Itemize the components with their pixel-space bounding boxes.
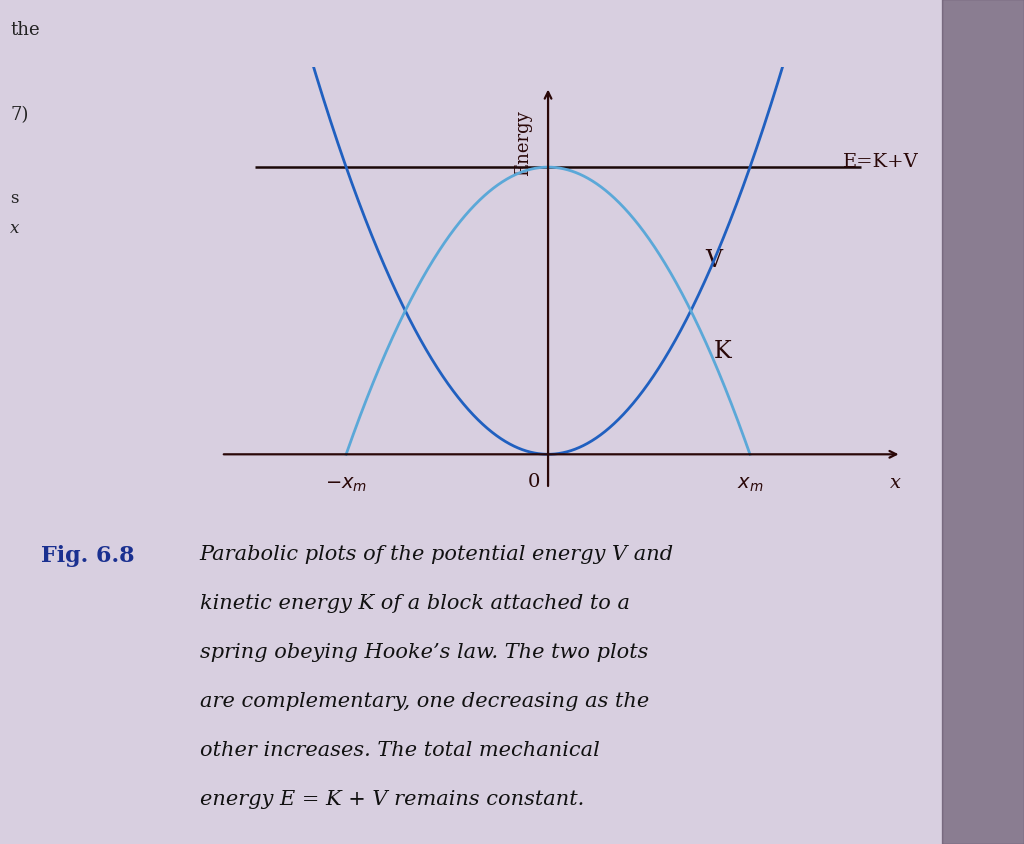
Text: E=K+V: E=K+V bbox=[843, 154, 919, 171]
Text: 7): 7) bbox=[10, 106, 29, 123]
Text: Fig. 6.8: Fig. 6.8 bbox=[41, 544, 134, 566]
Text: the: the bbox=[10, 21, 40, 39]
Text: Parabolic plots of the potential energy V and: Parabolic plots of the potential energy … bbox=[200, 544, 674, 563]
Text: other increases. The total mechanical: other increases. The total mechanical bbox=[200, 740, 599, 759]
Text: energy E = K + V remains constant.: energy E = K + V remains constant. bbox=[200, 789, 584, 808]
Text: 0: 0 bbox=[527, 472, 540, 490]
Text: K: K bbox=[714, 340, 731, 363]
Text: Energy: Energy bbox=[514, 111, 531, 176]
Text: kinetic energy K of a block attached to a: kinetic energy K of a block attached to … bbox=[200, 593, 630, 612]
Text: $x_m$: $x_m$ bbox=[737, 475, 763, 493]
Text: V: V bbox=[706, 248, 723, 271]
Text: x: x bbox=[890, 473, 901, 491]
Text: $-x_m$: $-x_m$ bbox=[325, 475, 368, 493]
Text: spring obeying Hooke’s law. The two plots: spring obeying Hooke’s law. The two plot… bbox=[200, 642, 648, 661]
Text: x: x bbox=[10, 219, 19, 236]
Text: s: s bbox=[10, 190, 18, 207]
Text: are complementary, one decreasing as the: are complementary, one decreasing as the bbox=[200, 691, 649, 710]
